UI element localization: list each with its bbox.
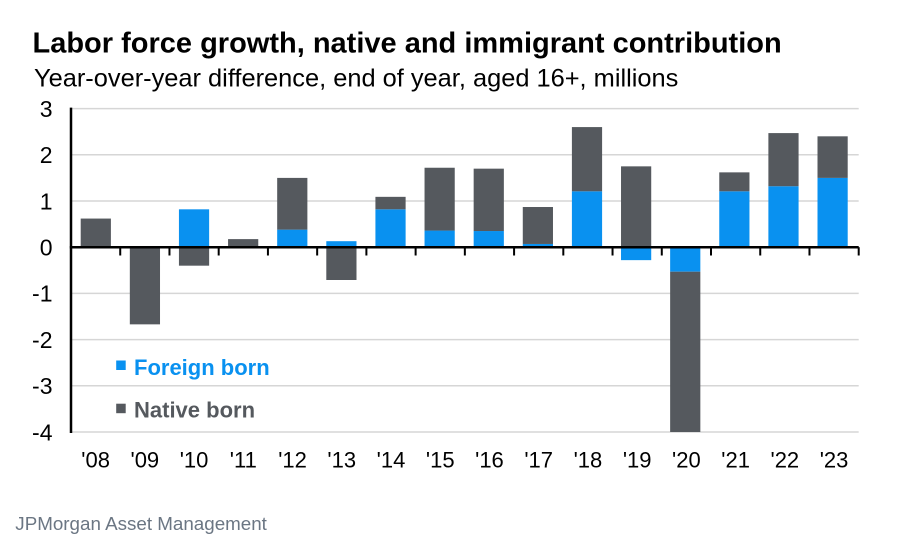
svg-text:'16: '16	[475, 447, 504, 472]
svg-text:'22: '22	[771, 447, 800, 472]
svg-text:1: 1	[40, 188, 53, 214]
svg-text:'12: '12	[278, 447, 307, 472]
svg-text:'20: '20	[672, 447, 701, 472]
svg-text:-1: -1	[32, 281, 52, 307]
svg-text:3: 3	[40, 96, 53, 122]
svg-text:'11: '11	[230, 447, 257, 472]
svg-text:-3: -3	[32, 373, 52, 399]
svg-text:Foreign born: Foreign born	[134, 355, 270, 380]
svg-text:2: 2	[40, 142, 53, 168]
svg-text:'10: '10	[180, 447, 209, 472]
svg-text:Labor force growth, native and: Labor force growth, native and immigrant…	[33, 28, 782, 60]
svg-text:'21: '21	[721, 447, 750, 472]
svg-text:'13: '13	[327, 447, 356, 472]
svg-text:'15: '15	[426, 447, 455, 472]
svg-text:'17: '17	[524, 447, 553, 472]
svg-text:-2: -2	[32, 327, 52, 353]
svg-text:JPMorgan Asset Management: JPMorgan Asset Management	[15, 513, 267, 534]
svg-text:0: 0	[40, 235, 53, 261]
svg-text:'08: '08	[81, 447, 110, 472]
svg-text:'14: '14	[377, 447, 406, 472]
svg-text:'09: '09	[131, 447, 160, 472]
svg-text:-4: -4	[32, 419, 53, 445]
svg-text:Native born: Native born	[134, 398, 255, 423]
svg-text:'19: '19	[623, 447, 652, 472]
svg-text:'23: '23	[820, 447, 849, 472]
svg-text:Year-over-year difference, end: Year-over-year difference, end of year, …	[34, 65, 678, 93]
svg-text:'18: '18	[574, 447, 603, 472]
